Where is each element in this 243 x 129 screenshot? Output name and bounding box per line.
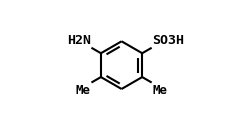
- Text: SO3H: SO3H: [152, 34, 184, 47]
- Text: Me: Me: [152, 83, 167, 96]
- Text: H2N: H2N: [67, 34, 91, 47]
- Text: Me: Me: [76, 83, 91, 96]
